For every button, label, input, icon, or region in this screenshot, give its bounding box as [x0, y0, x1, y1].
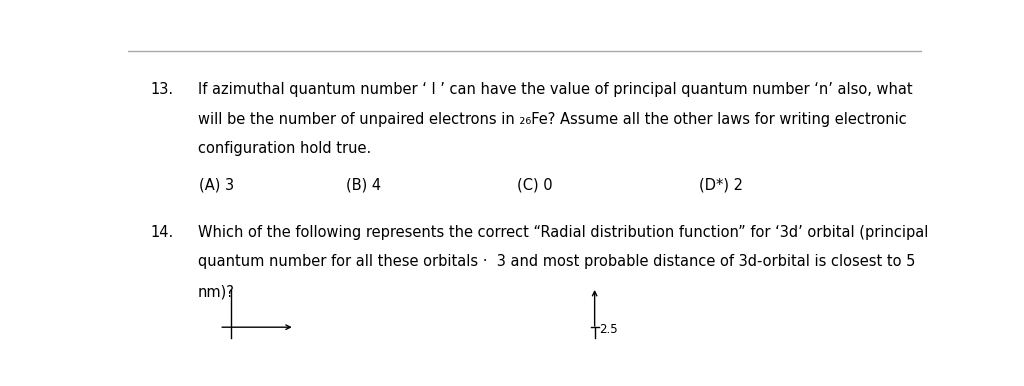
Text: will be the number of unpaired electrons in ₂₆Fe? Assume all the other laws for : will be the number of unpaired electrons… [198, 112, 906, 127]
Text: 2.5: 2.5 [599, 323, 618, 336]
Text: (C) 0: (C) 0 [517, 177, 553, 192]
Text: 13.: 13. [151, 82, 173, 97]
Text: 14.: 14. [151, 225, 173, 240]
Text: configuration hold true.: configuration hold true. [198, 141, 371, 156]
Text: Which of the following represents the correct “Radial distribution function” for: Which of the following represents the co… [198, 225, 928, 240]
Text: (A) 3: (A) 3 [200, 177, 234, 192]
Text: If azimuthal quantum number ‘ l ’ can have the value of principal quantum number: If azimuthal quantum number ‘ l ’ can ha… [198, 82, 912, 97]
Text: quantum number for all these orbitals ·  3 and most probable distance of 3d-orbi: quantum number for all these orbitals · … [198, 254, 915, 269]
Text: (B) 4: (B) 4 [346, 177, 381, 192]
Text: (D*) 2: (D*) 2 [699, 177, 743, 192]
Text: nm)?: nm)? [198, 284, 234, 299]
